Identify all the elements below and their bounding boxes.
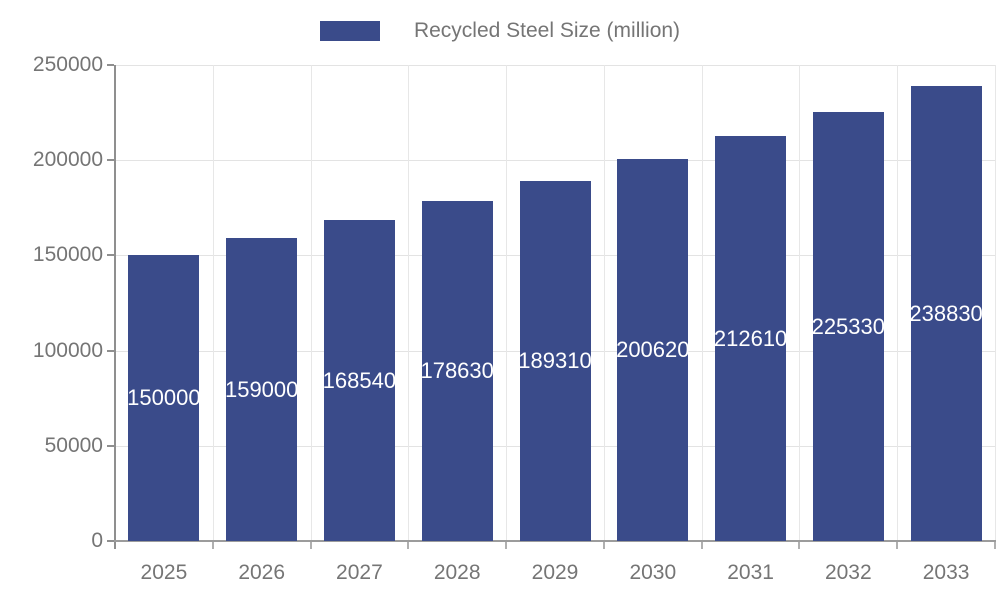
y-axis-tick-label: 200000: [32, 148, 103, 172]
x-axis-tick: [505, 541, 508, 549]
gridline-vertical: [408, 65, 410, 541]
bar-value-label: 168540: [322, 367, 397, 393]
y-axis-tick: [107, 159, 114, 162]
bar-2030: [617, 159, 689, 541]
x-axis-tick-label: 2027: [336, 561, 383, 584]
x-axis-tick: [407, 541, 410, 549]
gridline-vertical: [310, 65, 312, 541]
y-axis-tick: [107, 64, 114, 66]
bar-2031: [715, 136, 787, 541]
x-axis-tick-label: 2032: [824, 561, 872, 584]
bar-value-label: 238830: [909, 300, 983, 326]
y-axis-tick: [107, 444, 114, 447]
gridline-vertical: [995, 65, 996, 541]
x-axis-tick: [994, 541, 996, 549]
legend-item-recycled-steel[interactable]: Recycled Steel Size (million): [319, 19, 681, 43]
x-axis-tick: [602, 541, 605, 549]
x-axis-tick-label: 2030: [629, 561, 677, 584]
x-axis-tick-label: 2026: [238, 561, 286, 584]
bar-value-label: 225330: [811, 313, 886, 339]
legend-label: Recycled Steel Size (million): [413, 19, 681, 42]
gridline-vertical: [212, 65, 214, 541]
x-axis-tick: [700, 541, 703, 549]
bar-value-label: 159000: [224, 376, 299, 402]
bar-2033: [910, 86, 982, 541]
bar-value-label: 150000: [127, 385, 201, 411]
x-axis-tick-label: 2031: [727, 561, 774, 584]
x-axis-tick: [309, 541, 312, 549]
x-axis-line: [114, 540, 996, 542]
x-axis-tick-label: 2025: [140, 561, 188, 584]
gridline-horizontal: [115, 160, 995, 162]
bar-value-label: 200620: [616, 337, 690, 362]
gridline-vertical: [799, 65, 801, 541]
bar-2032: [812, 112, 884, 541]
bar-2026: [226, 238, 298, 541]
x-axis-tick: [896, 541, 899, 549]
bar-2027: [323, 220, 395, 541]
gridline-vertical: [506, 65, 508, 541]
legend-swatch: [319, 21, 380, 41]
bar-2028: [421, 200, 493, 541]
bar-value-label: 189310: [518, 347, 592, 373]
bar-value-label: 178630: [420, 357, 494, 383]
y-axis-tick: [107, 540, 114, 542]
x-axis-tick: [211, 541, 214, 549]
bar-value-label: 212610: [713, 325, 788, 351]
gridline-vertical: [897, 65, 899, 541]
bar-2029: [519, 180, 591, 541]
gridline-horizontal: [115, 65, 995, 66]
gridline-vertical: [701, 65, 703, 541]
y-axis-line: [114, 65, 116, 549]
y-axis-tick-label: 50000: [44, 433, 103, 457]
y-axis-tick: [107, 349, 114, 352]
legend: Recycled Steel Size (million): [0, 19, 1000, 43]
y-axis-tick-label: 250000: [32, 53, 103, 76]
y-axis-tick-label: 100000: [32, 338, 103, 362]
y-axis-tick-label: 150000: [32, 243, 103, 267]
gridline-vertical: [603, 65, 605, 541]
x-axis-tick-label: 2029: [531, 561, 579, 584]
x-axis-tick: [798, 541, 801, 549]
bar-2025: [128, 255, 200, 541]
y-axis-tick: [107, 254, 114, 257]
x-axis-tick-label: 2028: [433, 561, 481, 584]
x-axis-tick-label: 2033: [922, 561, 970, 584]
y-axis-tick-label: 0: [91, 529, 103, 552]
